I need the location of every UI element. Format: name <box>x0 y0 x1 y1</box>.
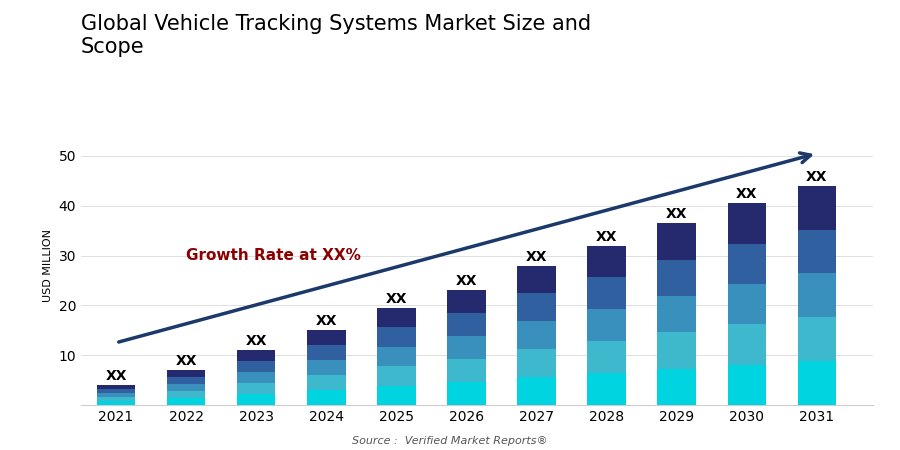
Bar <box>166 398 205 405</box>
Bar <box>97 393 135 397</box>
Bar <box>307 330 346 345</box>
Text: Source :  Verified Market Reports®: Source : Verified Market Reports® <box>352 436 548 446</box>
Bar <box>307 375 346 390</box>
Bar <box>797 230 836 274</box>
Bar <box>727 203 766 243</box>
Bar <box>166 370 205 377</box>
Bar <box>166 384 205 391</box>
Bar <box>797 186 836 230</box>
Bar <box>658 332 696 369</box>
Bar <box>377 308 416 327</box>
Text: XX: XX <box>526 249 547 264</box>
Bar <box>588 309 626 341</box>
Bar <box>377 366 416 386</box>
Bar <box>727 284 766 324</box>
Bar <box>377 386 416 405</box>
Bar <box>588 246 626 278</box>
Bar <box>658 369 696 405</box>
Bar <box>658 296 696 332</box>
Bar <box>727 243 766 284</box>
Bar <box>518 293 556 321</box>
Text: XX: XX <box>316 314 338 328</box>
Bar <box>447 313 486 336</box>
Bar <box>518 377 556 405</box>
Bar <box>97 397 135 401</box>
Bar <box>237 361 275 372</box>
Bar <box>797 274 836 317</box>
Bar <box>166 377 205 384</box>
Bar <box>447 336 486 359</box>
Bar <box>377 346 416 366</box>
Bar <box>797 361 836 405</box>
Bar <box>97 401 135 405</box>
Bar <box>588 341 626 373</box>
Bar <box>727 364 766 405</box>
Bar <box>658 223 696 260</box>
Bar <box>588 373 626 405</box>
Bar <box>727 324 766 364</box>
Text: XX: XX <box>105 369 127 383</box>
Bar <box>97 389 135 393</box>
Text: XX: XX <box>666 207 688 221</box>
Bar <box>97 385 135 389</box>
Bar <box>518 321 556 349</box>
Bar <box>447 382 486 405</box>
Bar <box>447 290 486 313</box>
Bar <box>518 266 556 293</box>
Bar <box>237 394 275 405</box>
Bar <box>588 278 626 309</box>
Bar <box>307 390 346 405</box>
Text: Growth Rate at XX%: Growth Rate at XX% <box>186 248 361 263</box>
Bar <box>447 359 486 382</box>
Bar <box>797 317 836 361</box>
Text: XX: XX <box>385 292 407 306</box>
Bar <box>237 350 275 361</box>
Text: XX: XX <box>246 334 267 348</box>
Text: XX: XX <box>736 187 758 201</box>
Text: XX: XX <box>455 274 477 288</box>
Text: XX: XX <box>596 230 617 243</box>
Text: XX: XX <box>806 170 828 184</box>
Bar <box>518 349 556 377</box>
Y-axis label: USD MILLION: USD MILLION <box>43 229 53 302</box>
Text: XX: XX <box>176 354 197 368</box>
Bar <box>377 327 416 346</box>
Bar <box>658 260 696 296</box>
Bar <box>237 383 275 394</box>
Text: Global Vehicle Tracking Systems Market Size and
Scope: Global Vehicle Tracking Systems Market S… <box>81 14 591 57</box>
Bar <box>237 372 275 383</box>
Bar <box>307 360 346 375</box>
Bar <box>307 345 346 360</box>
Bar <box>166 391 205 398</box>
